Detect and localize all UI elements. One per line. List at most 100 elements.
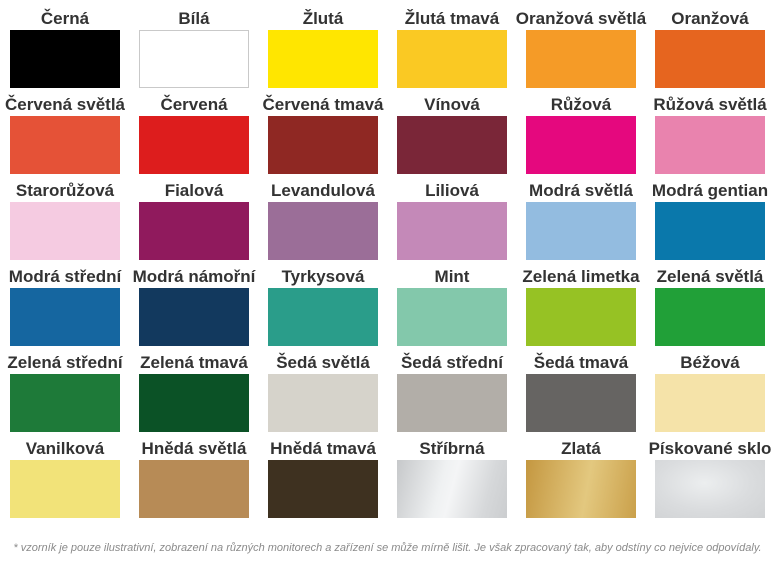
swatch-label: Šedá tmavá xyxy=(533,353,629,372)
swatch-label: Hnědá světlá xyxy=(141,439,247,458)
swatch-cell: Oranžová xyxy=(655,8,765,88)
swatch-cell: Fialová xyxy=(139,180,249,260)
swatch-cell: Zelená limetka xyxy=(522,266,640,346)
color-swatch xyxy=(139,30,249,88)
swatch-cell: Levandulová xyxy=(268,180,378,260)
footnote: * vzorník je pouze ilustrativní, zobraze… xyxy=(13,542,762,554)
color-swatch-grid: Černá Bílá Žlutá Žlutá tmavá Oranžová světlá… xyxy=(5,8,771,518)
swatch-cell: Šedá světlá xyxy=(268,352,378,432)
color-swatch xyxy=(655,288,765,346)
swatch-cell: Červená světlá xyxy=(5,94,125,174)
swatch-cell: Zelená tmavá xyxy=(139,352,249,432)
swatch-cell: Hnědá tmavá xyxy=(268,438,378,518)
swatch-label: Šedá světlá xyxy=(276,353,370,372)
color-swatch xyxy=(397,374,507,432)
swatch-label: Modrá námořní xyxy=(132,267,256,286)
swatch-label: Béžová xyxy=(680,353,740,372)
swatch-label: Modrá střední xyxy=(8,267,122,286)
color-swatch xyxy=(139,288,249,346)
color-swatch xyxy=(10,288,120,346)
swatch-label: Vínová xyxy=(424,95,480,114)
swatch-cell: Starorůžová xyxy=(10,180,120,260)
color-swatch xyxy=(397,288,507,346)
swatch-cell: Růžová světlá xyxy=(653,94,767,174)
color-swatch xyxy=(655,460,765,518)
swatch-cell: Oranžová světlá xyxy=(516,8,646,88)
swatch-cell: Šedá tmavá xyxy=(526,352,636,432)
swatch-cell: Mint xyxy=(397,266,507,346)
swatch-label: Růžová xyxy=(550,95,612,114)
swatch-label: Žlutá xyxy=(302,9,344,28)
swatch-cell: Žlutá xyxy=(268,8,378,88)
color-swatch xyxy=(139,202,249,260)
color-swatch xyxy=(10,460,120,518)
swatch-label: Šedá střední xyxy=(400,353,504,372)
swatch-label: Fialová xyxy=(164,181,224,200)
color-swatch xyxy=(526,116,636,174)
color-swatch xyxy=(10,202,120,260)
swatch-label: Tyrkysová xyxy=(281,267,365,286)
swatch-label: Zelená tmavá xyxy=(140,353,248,372)
swatch-cell: Modrá světlá xyxy=(526,180,636,260)
color-swatch xyxy=(526,460,636,518)
swatch-cell: Pískované sklo xyxy=(649,438,771,518)
swatch-cell: Červená tmavá xyxy=(263,94,383,174)
swatch-label: Zelená střední xyxy=(7,353,123,372)
swatch-label: Oranžová světlá xyxy=(515,9,647,28)
swatch-label: Vanilková xyxy=(25,439,105,458)
swatch-label: Liliová xyxy=(425,181,479,200)
color-swatch xyxy=(526,202,636,260)
swatch-cell: Hnědá světlá xyxy=(139,438,249,518)
color-swatch xyxy=(268,202,378,260)
color-swatch xyxy=(268,374,378,432)
swatch-cell: Růžová xyxy=(526,94,636,174)
swatch-cell: Tyrkysová xyxy=(268,266,378,346)
swatch-cell: Vanilková xyxy=(10,438,120,518)
color-swatch xyxy=(139,116,249,174)
swatch-label: Žlutá tmavá xyxy=(404,9,500,28)
color-swatch xyxy=(397,30,507,88)
swatch-cell: Žlutá tmavá xyxy=(397,8,507,88)
swatch-label: Modrá světlá xyxy=(529,181,633,200)
color-swatch xyxy=(397,202,507,260)
color-swatch xyxy=(268,30,378,88)
color-swatch xyxy=(10,30,120,88)
swatch-cell: Modrá gentian xyxy=(651,180,769,260)
color-swatch xyxy=(655,30,765,88)
color-swatch xyxy=(268,460,378,518)
swatch-label: Růžová světlá xyxy=(653,95,767,114)
swatch-label: Stříbrná xyxy=(419,439,485,458)
swatch-label: Oranžová xyxy=(671,9,749,28)
swatch-label: Černá xyxy=(40,9,90,28)
swatch-cell: Bílá xyxy=(139,8,249,88)
color-swatch xyxy=(655,116,765,174)
swatch-cell: Šedá střední xyxy=(397,352,507,432)
swatch-label: Červená xyxy=(160,95,228,114)
swatch-cell: Zelená střední xyxy=(7,352,123,432)
swatch-cell: Červená xyxy=(139,94,249,174)
swatch-cell: Liliová xyxy=(397,180,507,260)
swatch-cell: Zlatá xyxy=(526,438,636,518)
color-swatch xyxy=(526,30,636,88)
swatch-cell: Modrá střední xyxy=(8,266,122,346)
swatch-label: Levandulová xyxy=(271,181,375,200)
swatch-label: Červená tmavá xyxy=(262,95,384,114)
color-swatch xyxy=(526,374,636,432)
swatch-cell: Zelená světlá xyxy=(655,266,765,346)
swatch-label: Bílá xyxy=(178,9,210,28)
color-swatch xyxy=(526,288,636,346)
color-swatch xyxy=(268,116,378,174)
swatch-label: Zlatá xyxy=(561,439,601,458)
swatch-label: Zelená limetka xyxy=(522,267,640,286)
swatch-cell: Béžová xyxy=(655,352,765,432)
color-swatch xyxy=(139,374,249,432)
swatch-cell: Stříbrná xyxy=(397,438,507,518)
swatch-label: Hnědá tmavá xyxy=(270,439,376,458)
color-swatch xyxy=(10,374,120,432)
color-swatch xyxy=(397,116,507,174)
color-swatch xyxy=(10,116,120,174)
swatch-label: Modrá gentian xyxy=(651,181,769,200)
swatch-label: Starorůžová xyxy=(15,181,115,200)
color-swatch xyxy=(139,460,249,518)
swatch-label: Mint xyxy=(434,267,470,286)
